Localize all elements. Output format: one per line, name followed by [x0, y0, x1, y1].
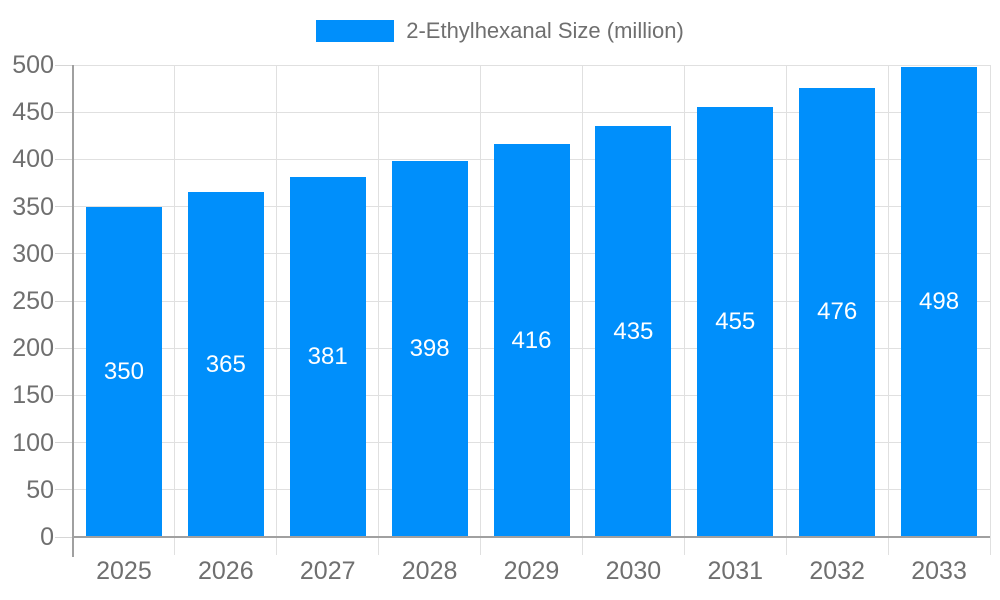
y-axis-label: 50: [26, 475, 54, 504]
bar-value-label: 365: [205, 350, 246, 378]
bar[interactable]: [391, 161, 468, 537]
x-axis-label: 2027: [299, 557, 356, 585]
y-axis-label: 150: [12, 381, 54, 410]
y-axis-tick: [55, 300, 73, 302]
y-axis-tick: [55, 489, 73, 491]
y-axis-label: 250: [12, 287, 54, 315]
bar-value-label: 498: [919, 287, 960, 315]
y-gridline: [73, 64, 990, 66]
bar[interactable]: [595, 126, 672, 537]
y-axis-label: 0: [40, 523, 54, 551]
bar[interactable]: [697, 107, 774, 537]
bar[interactable]: [289, 177, 366, 537]
bar-value-label: 416: [511, 326, 552, 354]
y-axis-label: 450: [12, 98, 54, 127]
x-axis-label: 2025: [96, 557, 152, 585]
x-axis-label: 2030: [605, 557, 662, 585]
y-axis-label: 300: [12, 239, 54, 268]
y-axis-tick: [55, 253, 73, 255]
y-axis-tick: [55, 111, 73, 113]
y-axis-line: [72, 65, 74, 557]
x-gridline: [174, 65, 176, 555]
y-gridline: [73, 111, 990, 113]
x-gridline: [683, 65, 685, 555]
bar-value-label: 381: [307, 343, 348, 371]
y-axis-label: 400: [12, 145, 54, 174]
y-axis-tick: [55, 347, 73, 349]
y-axis-label: 500: [12, 51, 54, 79]
y-axis-label: 200: [12, 334, 54, 363]
bar-value-label: 476: [817, 298, 858, 326]
y-axis-tick: [55, 536, 73, 538]
x-gridline: [581, 65, 583, 555]
x-axis-label: 2032: [809, 557, 865, 585]
x-axis-label: 2026: [198, 557, 254, 585]
x-gridline: [378, 65, 380, 555]
bar[interactable]: [799, 87, 876, 537]
legend[interactable]: 2-Ethylhexanal Size (million): [0, 18, 1000, 44]
bar[interactable]: [901, 66, 978, 537]
legend-swatch-icon: [316, 20, 395, 42]
y-axis-tick: [55, 206, 73, 208]
legend-label: 2-Ethylhexanal Size (million): [406, 18, 684, 43]
bar[interactable]: [85, 206, 162, 537]
x-axis-line: [73, 536, 990, 538]
x-axis-label: 2033: [911, 557, 967, 585]
bar-value-label: 435: [613, 317, 654, 345]
y-axis-label: 350: [12, 192, 54, 221]
bar[interactable]: [493, 144, 570, 537]
y-axis-tick: [55, 64, 73, 66]
bar-value-label: 398: [409, 335, 450, 363]
x-axis-label: 2031: [707, 557, 764, 585]
bar[interactable]: [187, 192, 264, 537]
x-axis-label: 2028: [401, 557, 458, 585]
x-axis-label: 2029: [503, 557, 560, 585]
bar-value-label: 455: [715, 308, 756, 336]
y-axis-tick: [55, 442, 73, 444]
x-gridline: [887, 65, 889, 555]
y-axis-tick: [55, 158, 73, 160]
x-gridline: [989, 65, 991, 555]
bar-value-label: 350: [103, 357, 144, 385]
x-gridline: [785, 65, 787, 555]
y-axis-tick: [55, 394, 73, 396]
y-axis-label: 100: [12, 428, 54, 457]
x-gridline: [480, 65, 482, 555]
x-gridline: [276, 65, 278, 555]
